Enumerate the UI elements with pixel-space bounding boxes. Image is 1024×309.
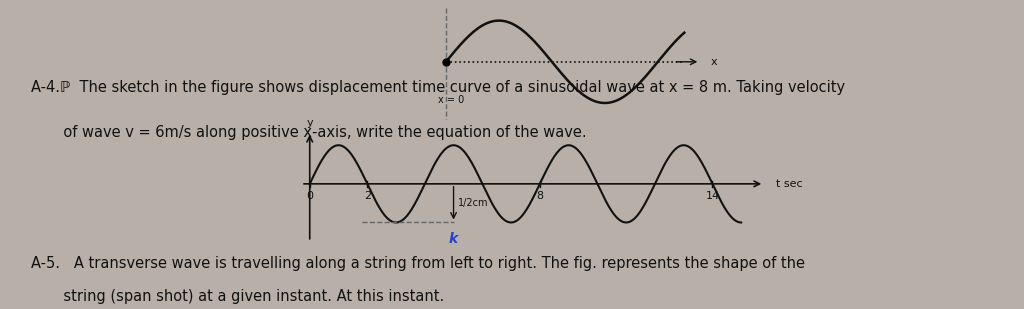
Text: x: x bbox=[711, 57, 718, 67]
Text: A-5.   A transverse wave is travelling along a string from left to right. The fi: A-5. A transverse wave is travelling alo… bbox=[31, 256, 805, 272]
Text: string (span shot) at a given instant. At this instant.: string (span shot) at a given instant. A… bbox=[31, 289, 444, 304]
Text: k: k bbox=[449, 232, 458, 246]
Text: 1/2cm: 1/2cm bbox=[458, 198, 488, 208]
Text: x = 0: x = 0 bbox=[438, 95, 465, 105]
Text: of wave v = 6m/s along positive x-axis, write the equation of the wave.: of wave v = 6m/s along positive x-axis, … bbox=[31, 125, 587, 140]
Text: y: y bbox=[306, 118, 313, 128]
Text: 2: 2 bbox=[364, 191, 371, 201]
Text: 14: 14 bbox=[706, 191, 720, 201]
Text: A-4.ℙ  The sketch in the figure shows displacement time curve of a sinusoidal wa: A-4.ℙ The sketch in the figure shows dis… bbox=[31, 80, 845, 95]
Text: t sec: t sec bbox=[776, 179, 803, 189]
Text: 8: 8 bbox=[537, 191, 544, 201]
Text: 0: 0 bbox=[306, 191, 313, 201]
